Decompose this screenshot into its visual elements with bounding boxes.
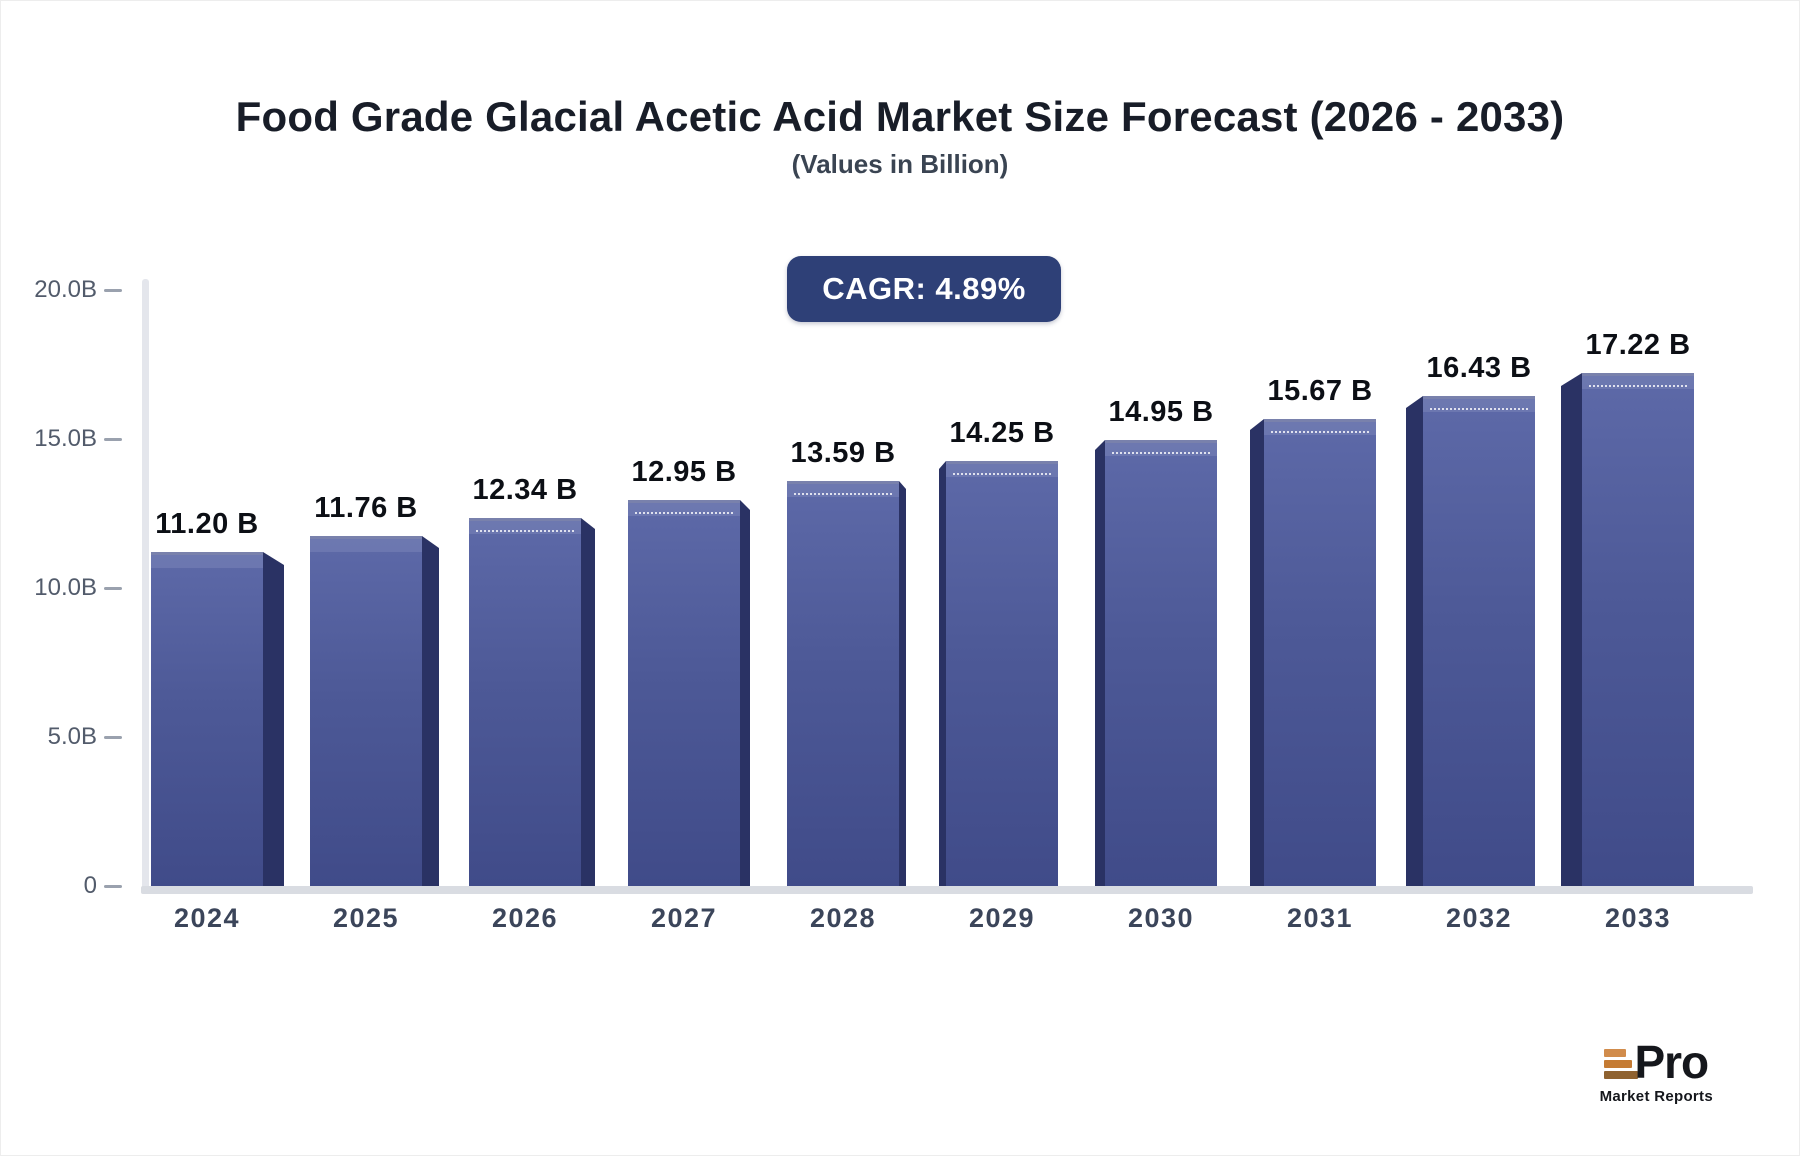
bar-top-highlight <box>946 464 1058 477</box>
bar-2033 <box>1582 373 1694 886</box>
bar-side-face <box>263 552 284 886</box>
bar-2024 <box>151 552 263 886</box>
logo-name: Pro <box>1634 1036 1709 1088</box>
bar-top-highlight <box>787 484 899 497</box>
bar-top-highlight <box>628 503 740 516</box>
forecast-dotted-line <box>476 530 574 532</box>
bar-2029 <box>946 461 1058 886</box>
y-axis-line <box>142 279 149 894</box>
bar-top-highlight <box>1582 376 1694 389</box>
forecast-dotted-line <box>953 473 1051 475</box>
bar-top-highlight <box>310 539 422 552</box>
y-axis-tick-label: 10.0B <box>34 574 97 601</box>
y-axis-tick-label: 15.0B <box>34 425 97 452</box>
y-axis-tick-dash <box>104 885 122 888</box>
y-axis-tick-dash <box>104 587 122 590</box>
y-axis-tick-label: 0 <box>83 872 97 899</box>
forecast-dotted-line <box>1112 452 1210 454</box>
forecast-dotted-line <box>794 493 892 495</box>
bar-value-label: 16.43 B <box>1426 352 1532 384</box>
forecast-dotted-line <box>1271 431 1369 433</box>
logo-chart-bars-icon <box>1604 1049 1639 1079</box>
x-axis-label-2028: 2028 <box>809 903 877 933</box>
forecast-dotted-line <box>1589 385 1687 387</box>
bar-value-label: 12.95 B <box>631 456 737 488</box>
x-axis-baseline <box>141 886 1753 894</box>
y-axis-tick-dash <box>104 289 122 292</box>
bar-2030 <box>1105 440 1217 886</box>
bar-2031 <box>1264 419 1376 886</box>
x-axis-label-2027: 2027 <box>650 903 718 933</box>
bar-2026 <box>469 518 581 886</box>
bar-value-label: 11.20 B <box>155 508 259 540</box>
bar-2032 <box>1423 396 1535 886</box>
bar-value-label: 11.76 B <box>314 492 418 524</box>
bar-top-highlight <box>1264 422 1376 435</box>
bar-side-face <box>939 461 946 886</box>
bar-2025 <box>310 536 422 886</box>
logo-bar-icon <box>1604 1060 1633 1068</box>
bar-side-face <box>1095 440 1105 886</box>
x-axis-label-2031: 2031 <box>1286 903 1354 933</box>
logo-bar-icon <box>1604 1049 1627 1057</box>
y-axis-tick-dash <box>104 736 122 739</box>
bar-side-face <box>1561 373 1582 886</box>
bar-side-face <box>740 500 750 886</box>
forecast-dotted-line <box>635 512 733 514</box>
bar-top-highlight <box>151 555 263 568</box>
bar-top-highlight <box>469 521 581 534</box>
x-axis-label-2032: 2032 <box>1445 903 1513 933</box>
bar-top-highlight <box>1423 399 1535 412</box>
x-axis-label-2030: 2030 <box>1127 903 1195 933</box>
bar-value-label: 15.67 B <box>1267 375 1373 407</box>
bar-2028 <box>787 481 899 886</box>
bar-value-label: 14.25 B <box>949 417 1055 449</box>
x-axis-label-2024: 2024 <box>173 903 241 933</box>
y-axis-tick-label: 5.0B <box>47 723 97 750</box>
pro-market-reports-logo: Pro Market Reports <box>1600 1039 1713 1105</box>
bar-top-highlight <box>1105 443 1217 456</box>
chart-subtitle: (Values in Billion) <box>791 149 1009 179</box>
bar-side-face <box>422 536 439 886</box>
cagr-badge: CAGR: 4.89% <box>787 256 1061 322</box>
y-axis-tick-dash <box>104 438 122 441</box>
logo-bar-icon <box>1604 1071 1639 1079</box>
bar-value-label: 14.95 B <box>1108 396 1214 428</box>
bar-side-face <box>1250 419 1264 886</box>
x-axis-label-2033: 2033 <box>1604 903 1672 933</box>
bar-value-label: 17.22 B <box>1585 329 1691 361</box>
logo-tagline: Market Reports <box>1599 1088 1713 1105</box>
bar-2027 <box>628 500 740 886</box>
x-axis-label-2026: 2026 <box>491 903 559 933</box>
bar-value-label: 13.59 B <box>790 437 896 469</box>
y-axis-tick-label: 20.0B <box>34 276 97 303</box>
x-axis-label-2025: 2025 <box>332 903 400 933</box>
bar-side-face <box>899 481 906 886</box>
forecast-dotted-line <box>1430 408 1528 410</box>
bar-value-label: 12.34 B <box>472 474 578 506</box>
bar-side-face <box>1406 396 1423 886</box>
x-axis-label-2029: 2029 <box>968 903 1036 933</box>
chart-title: Food Grade Glacial Acetic Acid Market Si… <box>235 93 1565 140</box>
logo-row: Pro <box>1604 1036 1709 1088</box>
bar-side-face <box>581 518 595 886</box>
